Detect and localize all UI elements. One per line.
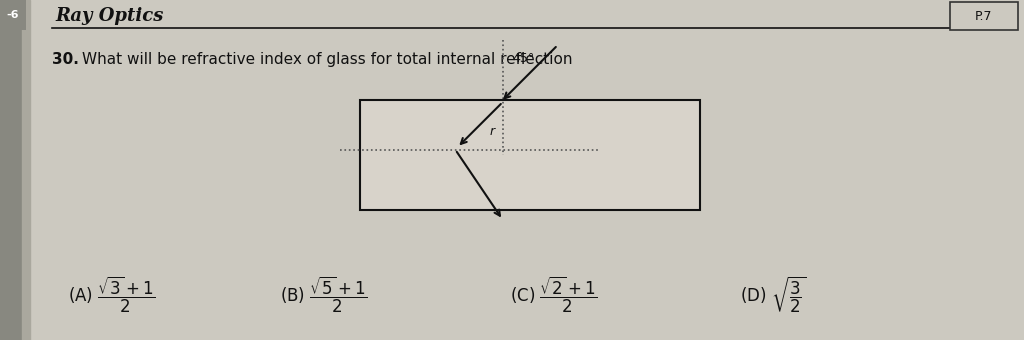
Text: (B) $\dfrac{\sqrt{5}+1}{2}$: (B) $\dfrac{\sqrt{5}+1}{2}$ [280, 275, 367, 315]
Text: 45°: 45° [513, 51, 536, 65]
Bar [22, 0, 30, 340]
Text: 30.: 30. [52, 52, 79, 67]
Bar [0, 0, 28, 340]
Text: (D) $\sqrt{\dfrac{3}{2}}$: (D) $\sqrt{\dfrac{3}{2}}$ [740, 275, 806, 315]
FancyBboxPatch shape [0, 0, 26, 30]
Text: -6: -6 [7, 10, 19, 20]
Text: r: r [489, 125, 495, 138]
Text: P.7: P.7 [975, 10, 992, 22]
Bar [360, 100, 700, 210]
Text: e u: e u [10, 250, 26, 260]
Text: What will be refractive index of glass for total internal reflection: What will be refractive index of glass f… [82, 52, 572, 67]
Text: (A) $\dfrac{\sqrt{3}+1}{2}$: (A) $\dfrac{\sqrt{3}+1}{2}$ [68, 275, 155, 315]
Text: the: the [10, 143, 26, 153]
Text: Ray Optics: Ray Optics [55, 7, 164, 25]
Text: (C) $\dfrac{\sqrt{2}+1}{2}$: (C) $\dfrac{\sqrt{2}+1}{2}$ [510, 275, 597, 315]
Bar [950, 2, 1018, 30]
